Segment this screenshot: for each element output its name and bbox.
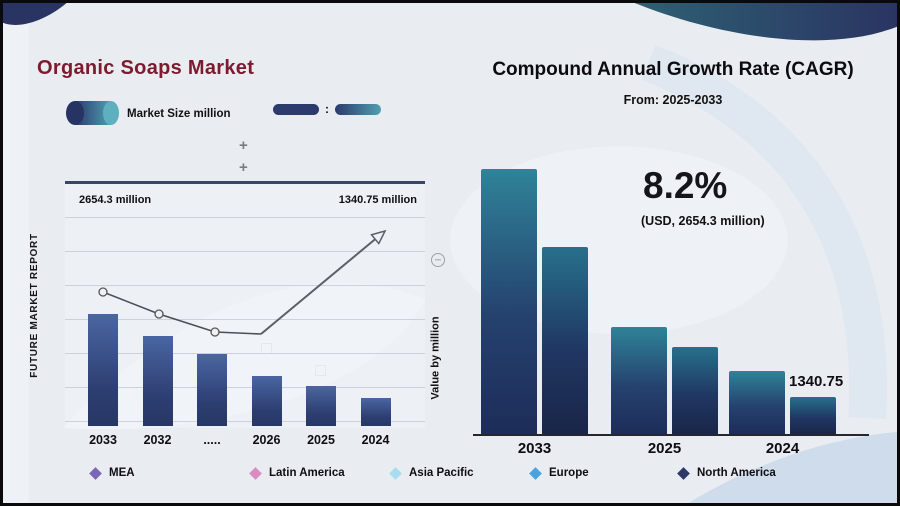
circle-minus-icon [431, 253, 445, 267]
x-tick-label: 2033 [517, 440, 552, 457]
cagr-x-axis-line [473, 434, 869, 436]
legend-label: Europe [549, 467, 589, 479]
legend-diamond-icon [389, 466, 402, 480]
x-tick-label: 2033 [89, 433, 117, 447]
x-tick-label: 2024 [361, 433, 390, 447]
trend-line-and-arrow [98, 229, 387, 337]
future-market-report-watermark: FUTURE MARKET REPORT [25, 183, 43, 427]
market-size-bar-chart: 2654.3 million 1340.75 million [65, 181, 425, 428]
page-title: Organic Soaps Market [37, 57, 255, 79]
legend-diamond-icon [529, 466, 542, 480]
legend-diamond-icon [677, 466, 690, 480]
cagr-percentage: 8.2% [643, 165, 728, 206]
side-label-text: FUTURE MARKET REPORT [28, 232, 40, 378]
legend-diamond-icon [89, 466, 102, 480]
cagr-title: Compound Annual Growth Rate (CAGR) [492, 59, 854, 80]
legend-item-north-america: North America [677, 466, 776, 480]
market-size-legend-label: Market Size million [127, 108, 231, 120]
legend-item-asia-pacific: Asia Pacific [389, 466, 474, 480]
x-tick-label: 2024 [765, 440, 800, 457]
pill-gradient-icon [335, 104, 381, 115]
market-size-bar-2024 [360, 398, 391, 426]
legend-label: Asia Pacific [409, 467, 474, 479]
x-tick-label: ..... [203, 433, 221, 447]
cagr-bar-group-2025: 2025 [611, 327, 718, 457]
market-size-bar-..... [197, 354, 227, 426]
legend-item-mea: MEA [89, 466, 135, 480]
market-size-bar-2033 [88, 314, 118, 426]
legend-item-latin-america: Latin America [249, 466, 345, 480]
x-tick-label: 2032 [143, 433, 172, 447]
cagr-bar-group-2033: 2033 [481, 169, 588, 457]
plus-icon [239, 137, 248, 154]
max-value-annotation: 2654.3 million [79, 194, 152, 206]
cagr-2024-value-annotation: 1340.75 [789, 373, 844, 390]
cagr-bar [790, 397, 836, 435]
region-legend: MEA Latin America Asia Pacific Europe North … [3, 466, 897, 487]
x-tick-label: 2026 [252, 433, 281, 447]
header-pill-decoration: : [273, 102, 381, 116]
market-size-bar-2025 [306, 386, 336, 426]
cagr-bar [672, 347, 718, 435]
cagr-bar [542, 247, 588, 435]
pill-dark-icon [273, 104, 319, 115]
cagr-bar-chart: 2033 2025 2024 [473, 161, 873, 457]
market-size-bar-2032 [142, 336, 173, 426]
x-tick-label: 2025 [647, 440, 682, 457]
legend-diamond-icon [249, 466, 262, 480]
plus-icon [239, 159, 248, 176]
cagr-bar [611, 327, 667, 435]
legend-item-europe: Europe [529, 466, 589, 480]
value-axis-label: Value by million [430, 316, 443, 400]
legend-label: North America [697, 467, 776, 479]
cylinder-icon [66, 101, 119, 125]
legend-label: MEA [109, 467, 135, 479]
pill-separator: : [325, 102, 329, 116]
cagr-bar [481, 169, 537, 435]
cagr-period: From: 2025-2033 [623, 93, 723, 107]
market-size-bar-2026 [251, 376, 282, 426]
cagr-bar-group-2024: 2024 [729, 371, 836, 457]
legend-label: Latin America [269, 467, 345, 479]
min-value-annotation: 1340.75 million [338, 194, 417, 206]
cagr-bar [729, 371, 785, 435]
cagr-usd-reference: (USD, 2654.3 million) [641, 214, 765, 228]
x-tick-label: 2025 [307, 433, 335, 447]
